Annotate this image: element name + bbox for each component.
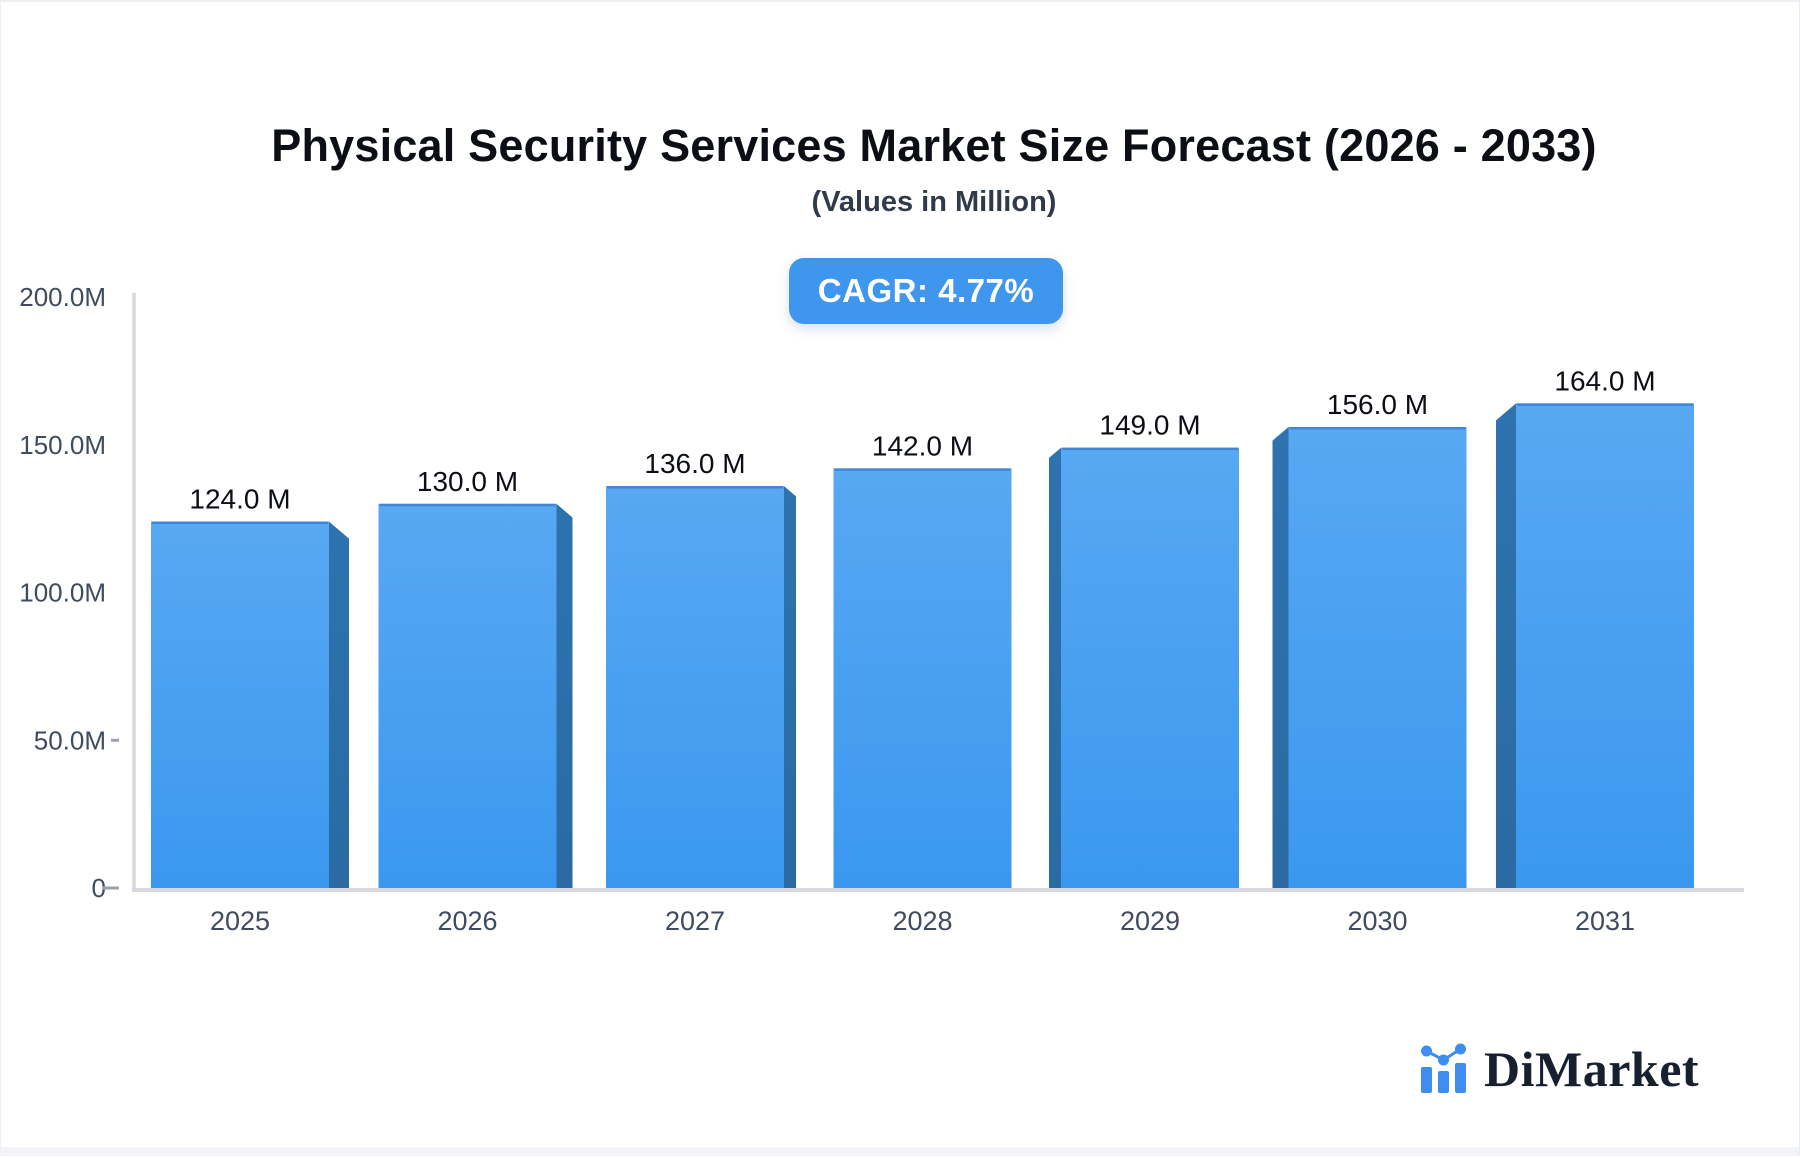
y-axis-tick-label: 50.0M [34, 725, 106, 755]
bar-front-face [378, 503, 557, 888]
bar-2031[interactable]: 164.0 M 2031 [1496, 365, 1694, 936]
bar-side-face [784, 486, 796, 888]
x-axis-label-2027: 2027 [665, 906, 725, 936]
bar-2025[interactable]: 124.0 M 2025 [151, 484, 349, 936]
x-axis-label-2029: 2029 [1120, 906, 1180, 936]
bar-front-face [151, 521, 329, 888]
bar-side-face [556, 503, 573, 888]
cagr-badge: CAGR: 4.77% [789, 258, 1063, 324]
y-axis-tick-label: 0 [92, 873, 106, 903]
y-axis-tick-label: 150.0M [19, 430, 106, 460]
bar-front-face [833, 468, 1012, 888]
bar-2030[interactable]: 156.0 M 2030 [1272, 389, 1467, 936]
cagr-badge-label: CAGR: 4.77% [817, 272, 1035, 309]
bar-value-label: 124.0 M [189, 484, 290, 515]
bar-side-face [1049, 447, 1061, 888]
dimarket-logo-text: DiMarket [1484, 1041, 1700, 1097]
bar-front-face [606, 486, 784, 888]
bar-2028[interactable]: 142.0 M 2028 [833, 430, 1012, 936]
bar-value-label: 156.0 M [1327, 389, 1428, 420]
x-axis-label-2030: 2030 [1347, 906, 1407, 936]
bar-value-label: 142.0 M [872, 430, 973, 461]
bar-value-label: 164.0 M [1554, 365, 1655, 396]
bar-side-face [1272, 427, 1289, 888]
x-axis-label-2028: 2028 [892, 906, 952, 936]
y-axis-tick-label: 200.0M [19, 282, 106, 312]
bar-side-face [1496, 403, 1516, 888]
bar-value-label: 149.0 M [1099, 410, 1200, 441]
bar-side-face [329, 521, 349, 888]
dimarket-logo: DiMarket [1419, 1038, 1699, 1100]
bottom-edge-strip [1, 1147, 1799, 1156]
bar-front-face [1288, 427, 1467, 888]
x-axis-label-2031: 2031 [1575, 906, 1635, 936]
chart-subtitle: (Values in Million) [811, 186, 1057, 218]
bar-2027[interactable]: 136.0 M 2027 [606, 448, 796, 936]
x-axis-label-2026: 2026 [437, 906, 497, 936]
bar-2026[interactable]: 130.0 M 2026 [378, 466, 573, 936]
bar-value-label: 130.0 M [417, 466, 518, 497]
chart-title: Physical Security Services Market Size F… [271, 120, 1597, 171]
dimarket-logo-icon [1421, 1043, 1466, 1093]
bar-front-face [1516, 403, 1694, 888]
bar-2029[interactable]: 149.0 M 2029 [1049, 410, 1239, 936]
x-axis-label-2025: 2025 [210, 906, 270, 936]
bar-front-face [1061, 447, 1239, 888]
bar-value-label: 136.0 M [644, 448, 745, 479]
y-axis-tick-label: 100.0M [19, 578, 106, 608]
